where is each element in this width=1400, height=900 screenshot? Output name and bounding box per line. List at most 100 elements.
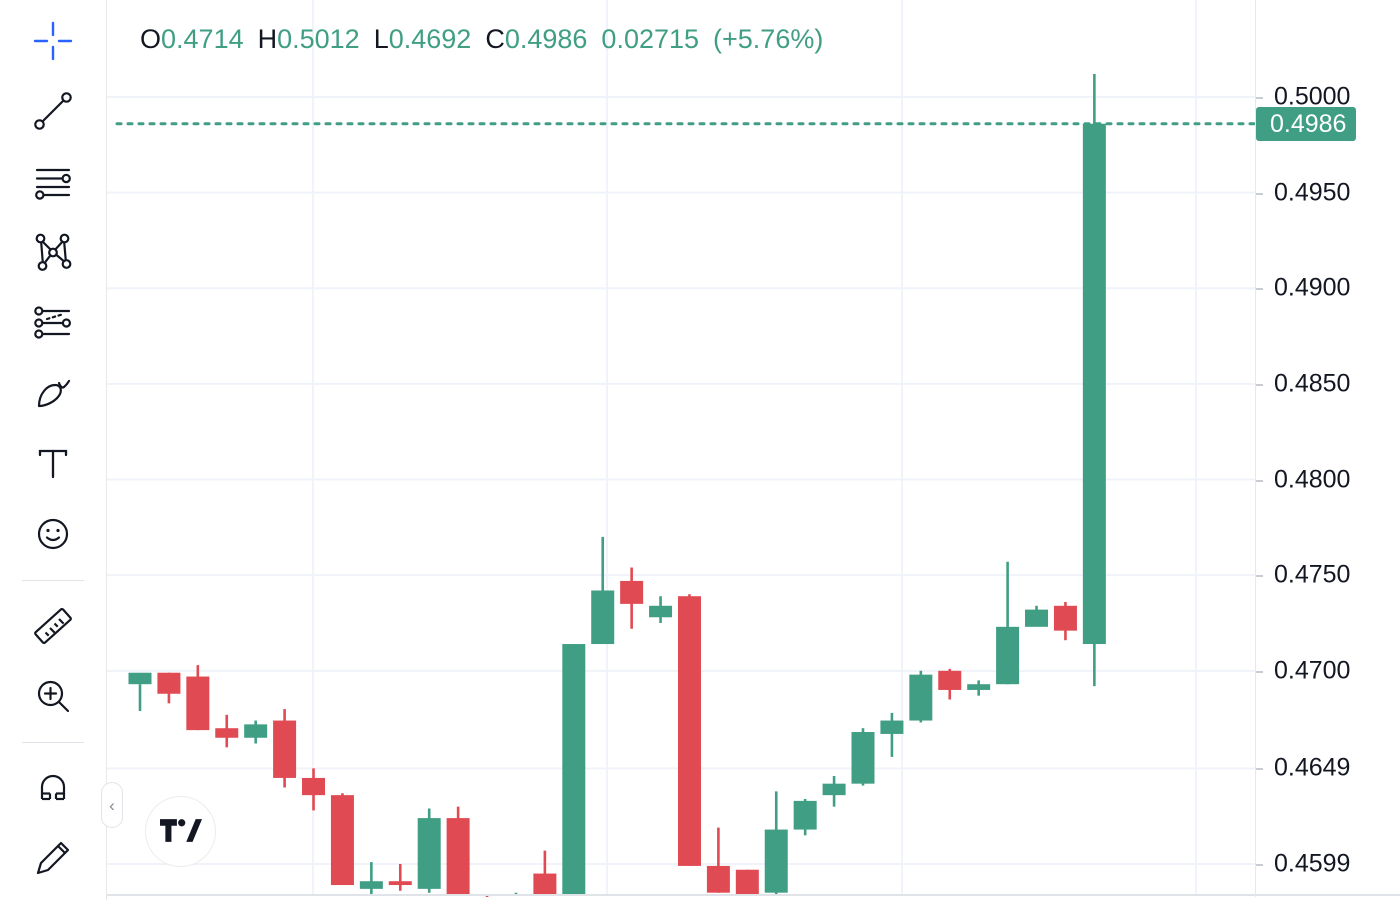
crosshair-tool-button[interactable] [23,12,83,70]
change-percent: (+5.76%) [713,24,824,54]
candle-body [851,732,875,784]
measure-tool-button[interactable] [23,597,83,655]
magnet-tool-button[interactable] [23,759,83,817]
magnet-icon [30,765,76,811]
candle [880,712,904,757]
candle [996,561,1020,685]
candle [591,536,615,645]
candle-body [706,865,730,893]
emoji-tool-button[interactable] [23,506,83,564]
vertical-gridlines [312,0,1197,894]
candle-body [446,818,470,894]
prediction-tool-button[interactable] [23,294,83,352]
brush-tool-button[interactable] [23,365,83,423]
candle [186,665,210,731]
tradingview-logo-icon [159,818,202,842]
candle [1053,601,1077,641]
ruler-icon [30,603,76,649]
candle-body [822,783,846,796]
candle [533,850,557,894]
candle [764,791,788,894]
price-tick-mark-5 [1256,575,1263,578]
change-absolute: 0.02715 [601,24,700,54]
axis-bottom-divider [1256,894,1400,896]
candle-body [244,724,268,738]
zoom-in-icon [30,673,76,719]
ohlc-close: C0.4986 [485,24,588,54]
price-tick-4: 0.4800 [1274,465,1351,494]
prediction-icon [30,300,76,346]
trend-line-tool-button[interactable] [23,83,83,141]
price-tick-8: 0.4599 [1274,849,1351,878]
candle [388,864,412,891]
ohlc-legend[interactable]: O0.4714 H0.5012 L0.4692 C0.4986 0.02715 (+5.7… [140,22,823,56]
toolbar-divider-1 [22,580,84,581]
price-tick-mark-0 [1256,97,1263,99]
candle [244,720,268,744]
candle [677,594,701,866]
tradingview-logo-watermark [145,796,216,867]
candle [1082,74,1106,687]
zoom-in-tool-button[interactable] [23,667,83,725]
candle [302,768,326,811]
candle [359,862,383,894]
candle [793,798,817,836]
chart-canvas[interactable] [107,0,1255,897]
price-tick-mark-4 [1256,479,1263,482]
price-tick-mark-7 [1256,768,1263,771]
text-tool-button[interactable] [23,435,83,493]
candle [157,672,181,704]
candle [562,644,586,894]
candle [967,680,991,696]
candle-body [1025,609,1049,627]
candle [620,567,644,629]
price-tick-7: 0.4649 [1274,753,1351,782]
candle-body [186,676,210,731]
candle-body [620,580,644,604]
price-tick-mark-1 [1256,192,1263,195]
candle-series [128,74,1106,897]
last-price-badge[interactable]: 0.4986 [1256,106,1357,141]
candle-body [764,829,788,893]
ohlc-high: H0.5012 [257,24,360,54]
pattern-tool-button[interactable] [23,224,83,282]
candle [1025,605,1049,627]
pattern-icon [30,229,76,275]
candle-body [215,728,239,738]
candle-body [359,881,383,889]
candle-body [677,596,701,866]
draw-mode-tool-button[interactable] [23,829,83,887]
gann-fib-tool-button[interactable] [23,153,83,211]
candle-body [330,795,354,886]
candle [128,672,152,711]
candle [417,808,441,893]
candle [273,709,297,788]
price-axis[interactable]: 0.5000 0.4950 0.4900 0.4850 0.4800 0.4750 0.47… [1255,0,1400,897]
candle [851,728,875,786]
candle-body [591,590,615,645]
price-tick-1: 0.4950 [1274,178,1351,207]
price-tick-6: 0.4700 [1274,656,1351,685]
candle-body [1082,123,1106,645]
toolbar-collapse-button[interactable]: ‹ [101,782,123,828]
candle [446,806,470,894]
price-tick-2: 0.4900 [1274,273,1351,302]
candle-body [735,869,759,894]
candle-body [793,800,817,830]
candle-body [880,720,904,734]
pane-bottom-divider [107,894,1255,896]
toolbar-divider-2 [22,741,84,743]
candle [215,714,239,748]
price-tick-0: 0.5000 [1274,82,1351,111]
candle [909,670,933,723]
candle [822,776,846,807]
price-tick-mark-6 [1256,670,1263,673]
crosshair-icon [31,19,75,63]
candle-body [417,818,441,889]
brush-icon [30,370,76,416]
candle-body [649,605,673,618]
candle-body [909,674,933,721]
candle-body [562,644,586,894]
candle [330,793,354,886]
candlestick-plot [107,0,1255,897]
